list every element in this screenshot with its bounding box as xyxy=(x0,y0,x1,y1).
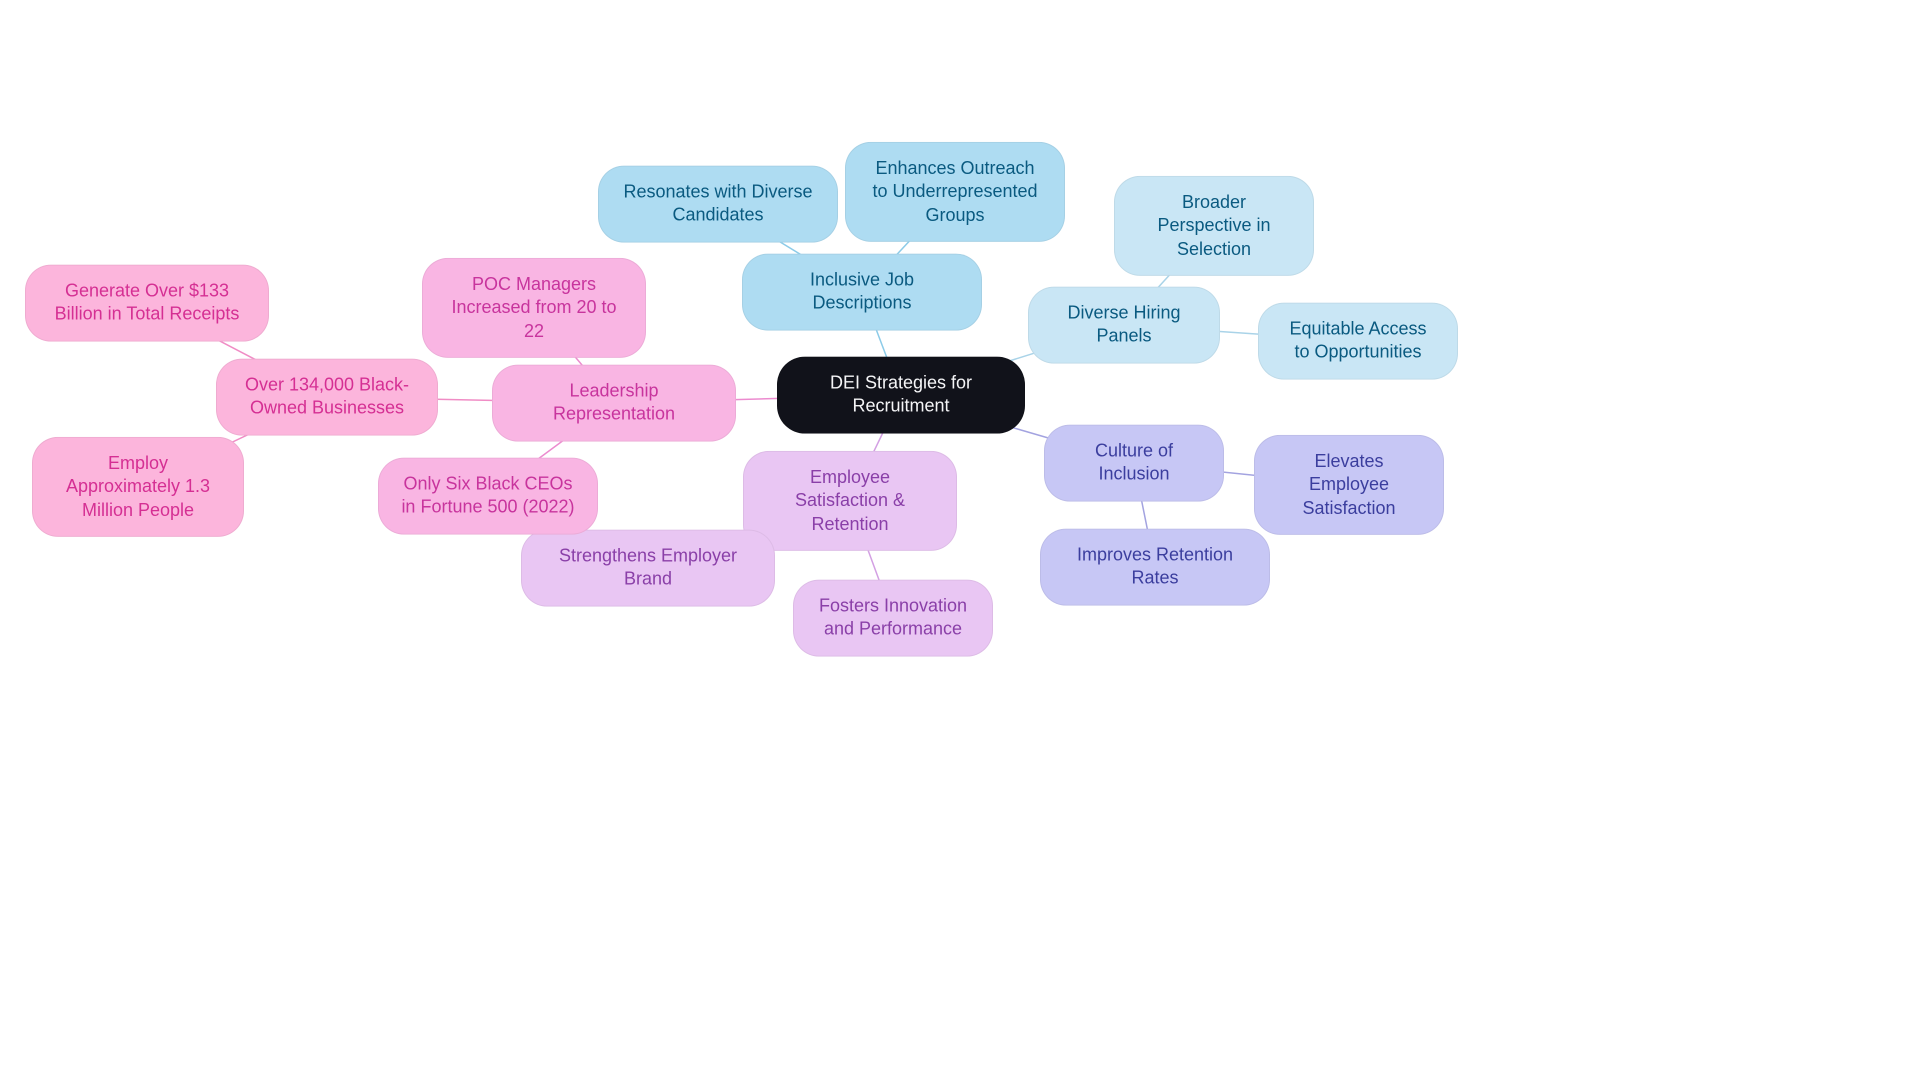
node-businesses: Over 134,000 Black-Owned Businesses xyxy=(216,359,438,436)
node-retention: Improves Retention Rates xyxy=(1040,529,1270,606)
node-panels: Diverse Hiring Panels xyxy=(1028,287,1220,364)
node-broader: Broader Perspective in Selection xyxy=(1114,176,1314,276)
node-innovation: Fosters Innovation and Performance xyxy=(793,580,993,657)
node-elevates: Elevates Employee Satisfaction xyxy=(1254,435,1444,535)
node-center: DEI Strategies for Recruitment xyxy=(777,357,1025,434)
node-leadership: Leadership Representation xyxy=(492,365,736,442)
node-resonates: Resonates with Diverse Candidates xyxy=(598,166,838,243)
node-outreach: Enhances Outreach to Underrepresented Gr… xyxy=(845,142,1065,242)
node-brand: Strengthens Employer Brand xyxy=(521,530,775,607)
node-employ: Employ Approximately 1.3 Million People xyxy=(32,437,244,537)
node-satisfaction: Employee Satisfaction & Retention xyxy=(743,451,957,551)
node-culture: Culture of Inclusion xyxy=(1044,425,1224,502)
node-receipts: Generate Over $133 Billion in Total Rece… xyxy=(25,265,269,342)
node-equitable: Equitable Access to Opportunities xyxy=(1258,303,1458,380)
node-inclusive: Inclusive Job Descriptions xyxy=(742,254,982,331)
node-sixceos: Only Six Black CEOs in Fortune 500 (2022… xyxy=(378,458,598,535)
node-pocmgr: POC Managers Increased from 20 to 22 xyxy=(422,258,646,358)
